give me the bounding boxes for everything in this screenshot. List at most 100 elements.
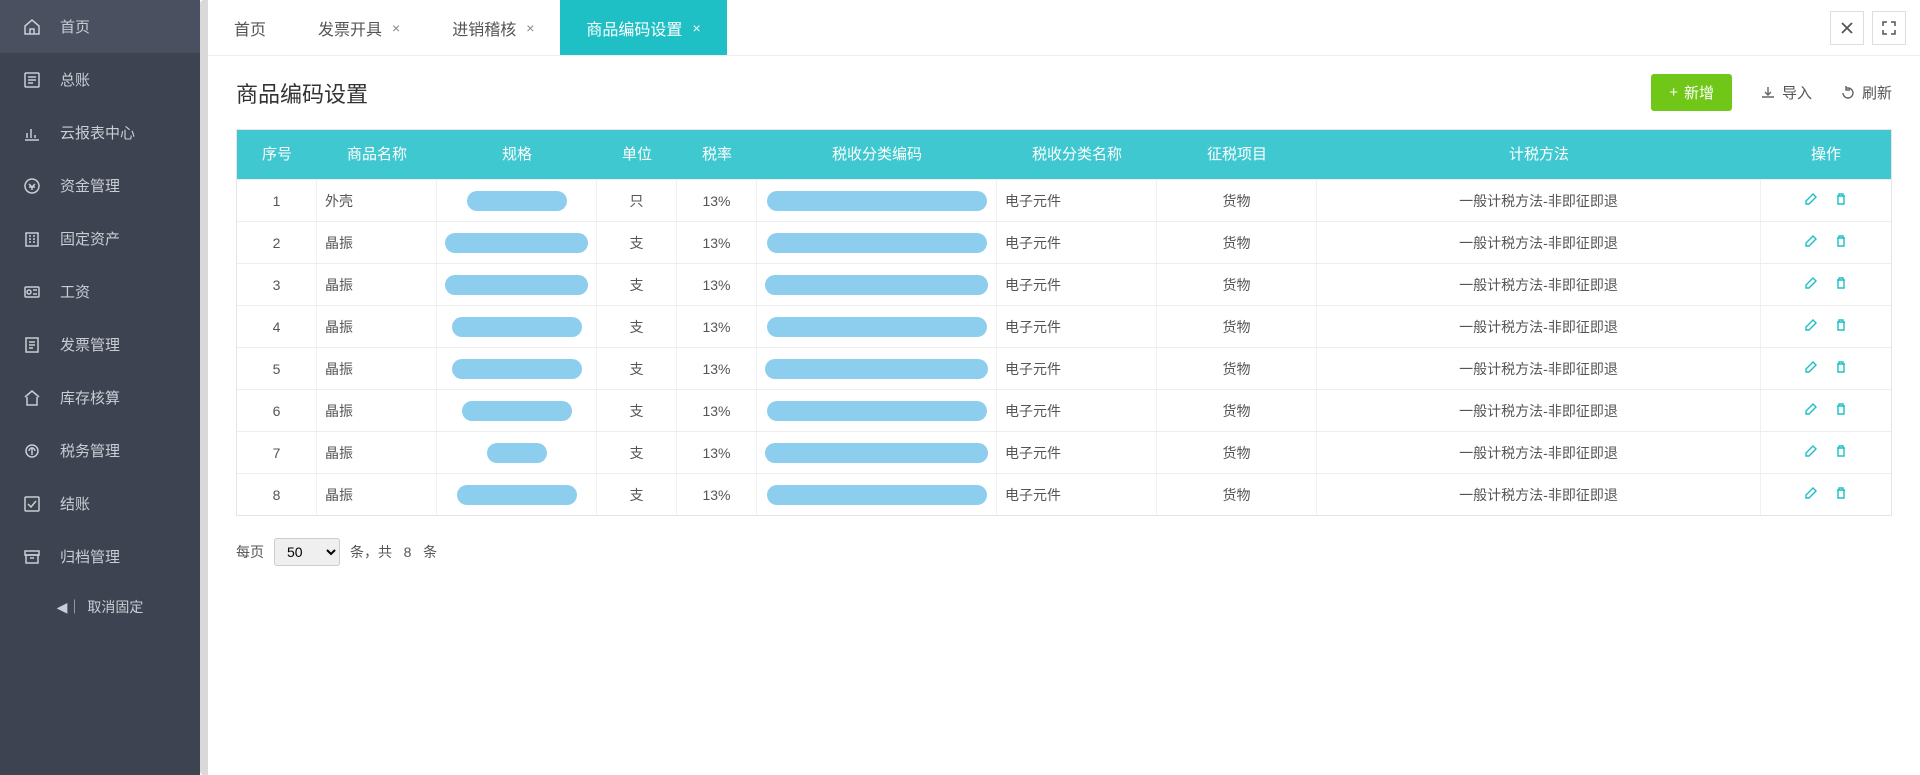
td-method: 一般计税方法-非即征即退 xyxy=(1317,222,1761,263)
redacted-code xyxy=(767,191,987,211)
tab-2[interactable]: 进销稽核× xyxy=(426,0,560,55)
delete-button[interactable] xyxy=(1833,191,1849,210)
row-actions xyxy=(1803,191,1849,210)
delete-button[interactable] xyxy=(1833,485,1849,504)
sidebar-item-label: 工资 xyxy=(60,281,90,302)
edit-button[interactable] xyxy=(1803,317,1819,336)
fullscreen-button[interactable] xyxy=(1872,11,1906,45)
td-rate: 13% xyxy=(677,390,757,431)
sidebar: 首页总账云报表中心资金管理固定资产工资发票管理库存核算税务管理结账归档管理◀｜取… xyxy=(0,0,200,775)
sidebar-item-taxmgmt[interactable]: 税务管理 xyxy=(0,424,200,477)
tab-1[interactable]: 发票开具× xyxy=(292,0,426,55)
tabs-bar: 首页 发票开具×进销稽核×商品编码设置× xyxy=(208,0,1920,56)
pager-per-page-label: 每页 xyxy=(236,542,264,562)
pin-arrow-icon: ◀｜ xyxy=(57,597,82,617)
edit-button[interactable] xyxy=(1803,191,1819,210)
table-row: 5晶振支13%电子元件货物一般计税方法-非即征即退 xyxy=(237,347,1891,389)
td-seq: 1 xyxy=(237,180,317,221)
delete-button[interactable] xyxy=(1833,317,1849,336)
tab-close-icon[interactable]: × xyxy=(526,20,534,36)
delete-button[interactable] xyxy=(1833,359,1849,378)
td-rate: 13% xyxy=(677,348,757,389)
edit-button[interactable] xyxy=(1803,233,1819,252)
td-method: 一般计税方法-非即征即退 xyxy=(1317,306,1761,347)
td-name: 晶振 xyxy=(317,306,437,347)
td-method: 一般计税方法-非即征即退 xyxy=(1317,180,1761,221)
td-ops xyxy=(1761,222,1891,263)
tab-close-icon[interactable]: × xyxy=(692,20,700,36)
td-unit: 支 xyxy=(597,306,677,347)
delete-button[interactable] xyxy=(1833,401,1849,420)
delete-button[interactable] xyxy=(1833,233,1849,252)
pager-page-size-select[interactable]: 50 xyxy=(274,538,340,566)
td-cat: 电子元件 xyxy=(997,390,1157,431)
td-unit: 支 xyxy=(597,390,677,431)
sidebar-item-label: 总账 xyxy=(60,69,90,90)
td-seq: 2 xyxy=(237,222,317,263)
sidebar-item-salary[interactable]: 工资 xyxy=(0,265,200,318)
invoice-icon xyxy=(22,335,42,355)
tab-0[interactable]: 首页 xyxy=(208,0,292,55)
sidebar-item-asset[interactable]: 固定资产 xyxy=(0,212,200,265)
td-rate: 13% xyxy=(677,474,757,515)
td-cat: 电子元件 xyxy=(997,306,1157,347)
sidebar-item-report[interactable]: 云报表中心 xyxy=(0,106,200,159)
sidebar-item-fund[interactable]: 资金管理 xyxy=(0,159,200,212)
row-actions xyxy=(1803,359,1849,378)
td-seq: 6 xyxy=(237,390,317,431)
edit-button[interactable] xyxy=(1803,485,1819,504)
td-taxitem: 货物 xyxy=(1157,222,1317,263)
th-method: 计税方法 xyxy=(1317,130,1761,179)
td-spec xyxy=(437,390,597,431)
th-cat: 税收分类名称 xyxy=(997,130,1157,179)
cancel-pin-label: 取消固定 xyxy=(87,597,143,617)
td-spec xyxy=(437,348,597,389)
sidebar-item-archive[interactable]: 归档管理 xyxy=(0,530,200,583)
refresh-button[interactable]: 刷新 xyxy=(1840,82,1892,103)
td-ops xyxy=(1761,474,1891,515)
sidebar-cancel-pin[interactable]: ◀｜取消固定 xyxy=(0,583,200,631)
sidebar-item-close[interactable]: 结账 xyxy=(0,477,200,530)
td-ops xyxy=(1761,264,1891,305)
close-icon xyxy=(22,494,42,514)
table-row: 8晶振支13%电子元件货物一般计税方法-非即征即退 xyxy=(237,473,1891,515)
td-code xyxy=(757,390,997,431)
th-spec: 规格 xyxy=(437,130,597,179)
td-seq: 3 xyxy=(237,264,317,305)
sidebar-item-home[interactable]: 首页 xyxy=(0,0,200,53)
import-button[interactable]: 导入 xyxy=(1760,82,1812,103)
sidebar-item-stock[interactable]: 库存核算 xyxy=(0,371,200,424)
edit-button[interactable] xyxy=(1803,443,1819,462)
td-rate: 13% xyxy=(677,306,757,347)
td-ops xyxy=(1761,432,1891,473)
table-header: 序号商品名称规格单位税率税收分类编码税收分类名称征税项目计税方法操作 xyxy=(237,130,1891,179)
sidebar-item-ledger[interactable]: 总账 xyxy=(0,53,200,106)
close-all-tabs-button[interactable] xyxy=(1830,11,1864,45)
td-name: 晶振 xyxy=(317,432,437,473)
stock-icon xyxy=(22,388,42,408)
td-code xyxy=(757,432,997,473)
sidebar-item-invoice[interactable]: 发票管理 xyxy=(0,318,200,371)
edit-button[interactable] xyxy=(1803,401,1819,420)
tab-3[interactable]: 商品编码设置× xyxy=(560,0,726,55)
redacted-spec xyxy=(452,317,582,337)
td-method: 一般计税方法-非即征即退 xyxy=(1317,432,1761,473)
redacted-code xyxy=(767,401,987,421)
td-name: 晶振 xyxy=(317,264,437,305)
td-method: 一般计税方法-非即征即退 xyxy=(1317,474,1761,515)
tab-close-icon[interactable]: × xyxy=(392,20,400,36)
add-button[interactable]: + 新增 xyxy=(1651,74,1732,111)
edit-button[interactable] xyxy=(1803,359,1819,378)
fund-icon xyxy=(22,176,42,196)
edit-button[interactable] xyxy=(1803,275,1819,294)
pager: 每页 50 条，共 8 条 xyxy=(236,538,1892,566)
delete-button[interactable] xyxy=(1833,275,1849,294)
tab-label: 首页 xyxy=(234,16,266,40)
row-actions xyxy=(1803,317,1849,336)
td-method: 一般计税方法-非即征即退 xyxy=(1317,390,1761,431)
td-name: 晶振 xyxy=(317,222,437,263)
td-unit: 支 xyxy=(597,264,677,305)
delete-button[interactable] xyxy=(1833,443,1849,462)
salary-icon xyxy=(22,282,42,302)
table-body: 1外壳只13%电子元件货物一般计税方法-非即征即退2晶振支13%电子元件货物一般… xyxy=(237,179,1891,515)
